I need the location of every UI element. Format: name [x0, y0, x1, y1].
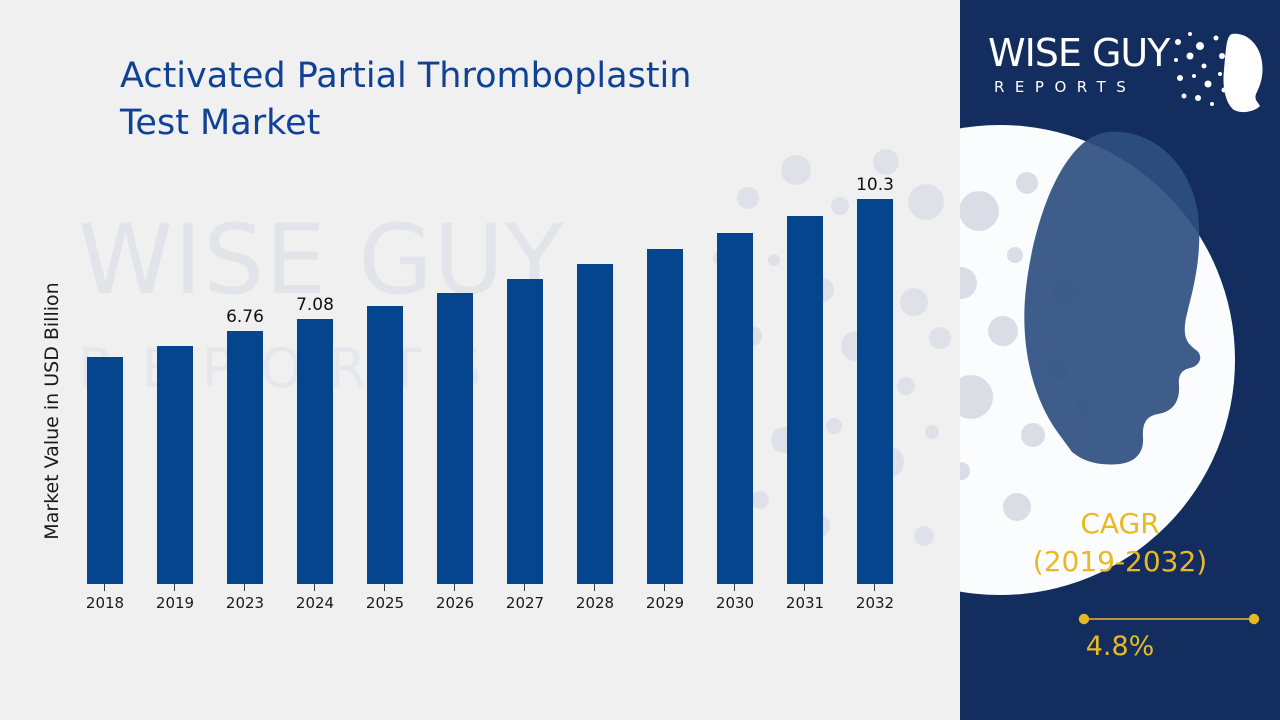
x-axis-tick-label: 2025 [365, 594, 405, 612]
brand-logo: WISE GUY REPORTS [982, 28, 1263, 114]
x-axis-tick-label: 2027 [505, 594, 545, 612]
x-axis-tick-label: 2028 [575, 594, 615, 612]
bar [787, 216, 823, 584]
title-line-1: Activated Partial Thromboplastin [120, 56, 692, 97]
cagr-block: CAGR (2019-2032) 4.8% [960, 505, 1280, 662]
x-axis-tick [244, 584, 245, 591]
bar [577, 264, 613, 584]
bar-value-label: 10.3 [856, 175, 894, 195]
bar [857, 199, 893, 584]
x-axis-tick-label: 2031 [785, 594, 825, 612]
cagr-label: CAGR [1080, 507, 1160, 540]
logo-wordmark: WISE GUY [988, 31, 1170, 75]
bar-value-label: 7.08 [296, 295, 334, 315]
bar-group: 2028 [560, 150, 630, 612]
x-axis-tick [804, 584, 805, 591]
bar [297, 319, 333, 584]
x-axis-tick-label: 2023 [225, 594, 265, 612]
x-axis-tick-label: 2018 [85, 594, 125, 612]
logo-head-dots-icon [1174, 32, 1263, 113]
bar-group: 2019 [140, 150, 210, 612]
x-axis-tick-label: 2026 [435, 594, 475, 612]
x-axis-tick [524, 584, 525, 591]
x-axis-tick [454, 584, 455, 591]
bar-group: 2030 [700, 150, 770, 612]
x-axis-tick [874, 584, 875, 591]
x-axis-tick [734, 584, 735, 591]
logo-subtext: REPORTS [994, 78, 1137, 96]
side-panel: WISE GUY REPORTS CAGR (2019-2032) [960, 0, 1280, 720]
bar-group: 7.08 2024 [280, 150, 350, 612]
chart-panel: WISE GUY REPORTS [41, 53, 951, 612]
bar [647, 249, 683, 584]
cagr-value: 4.8% [1085, 631, 1155, 662]
bar [87, 357, 123, 584]
bar [157, 346, 193, 584]
page-title: Activated Partial Thromboplastin Test Ma… [120, 53, 880, 145]
bar-group: 2027 [490, 150, 560, 612]
bar [717, 233, 753, 584]
bar-group: 2026 [420, 150, 490, 612]
x-axis-tick-label: 2019 [155, 594, 195, 612]
bar-group: 10.3 2032 [840, 150, 910, 612]
bar-value-label: 6.76 [226, 307, 264, 327]
x-axis-tick-label: 2024 [295, 594, 335, 612]
x-axis-tick [384, 584, 385, 591]
bar [507, 279, 543, 584]
bar-group: 6.76 2023 [210, 150, 280, 612]
x-axis-tick [594, 584, 595, 591]
title-line-2: Test Market [120, 102, 321, 143]
bar-chart-plot-area: 2018 2019 6.76 2023 7.08 2024 2025 2026 2027 2028… [70, 150, 920, 612]
bar [367, 306, 403, 584]
x-axis-tick-label: 2030 [715, 594, 755, 612]
bar-group: 2025 [350, 150, 420, 612]
bar [227, 331, 263, 584]
x-axis-tick-label: 2029 [645, 594, 685, 612]
bar [437, 293, 473, 584]
x-axis-tick-label: 2032 [855, 594, 895, 612]
x-axis-tick [664, 584, 665, 591]
bar-group: 2018 [70, 150, 140, 612]
x-axis-tick [174, 584, 175, 591]
y-axis-label: Market Value in USD Billion [41, 282, 63, 540]
cagr-divider [1078, 613, 1260, 625]
x-axis-tick [104, 584, 105, 591]
bar-group: 2031 [770, 150, 840, 612]
x-axis-tick [314, 584, 315, 591]
bar-group: 2029 [630, 150, 700, 612]
cagr-period: (2019-2032) [1032, 544, 1208, 578]
